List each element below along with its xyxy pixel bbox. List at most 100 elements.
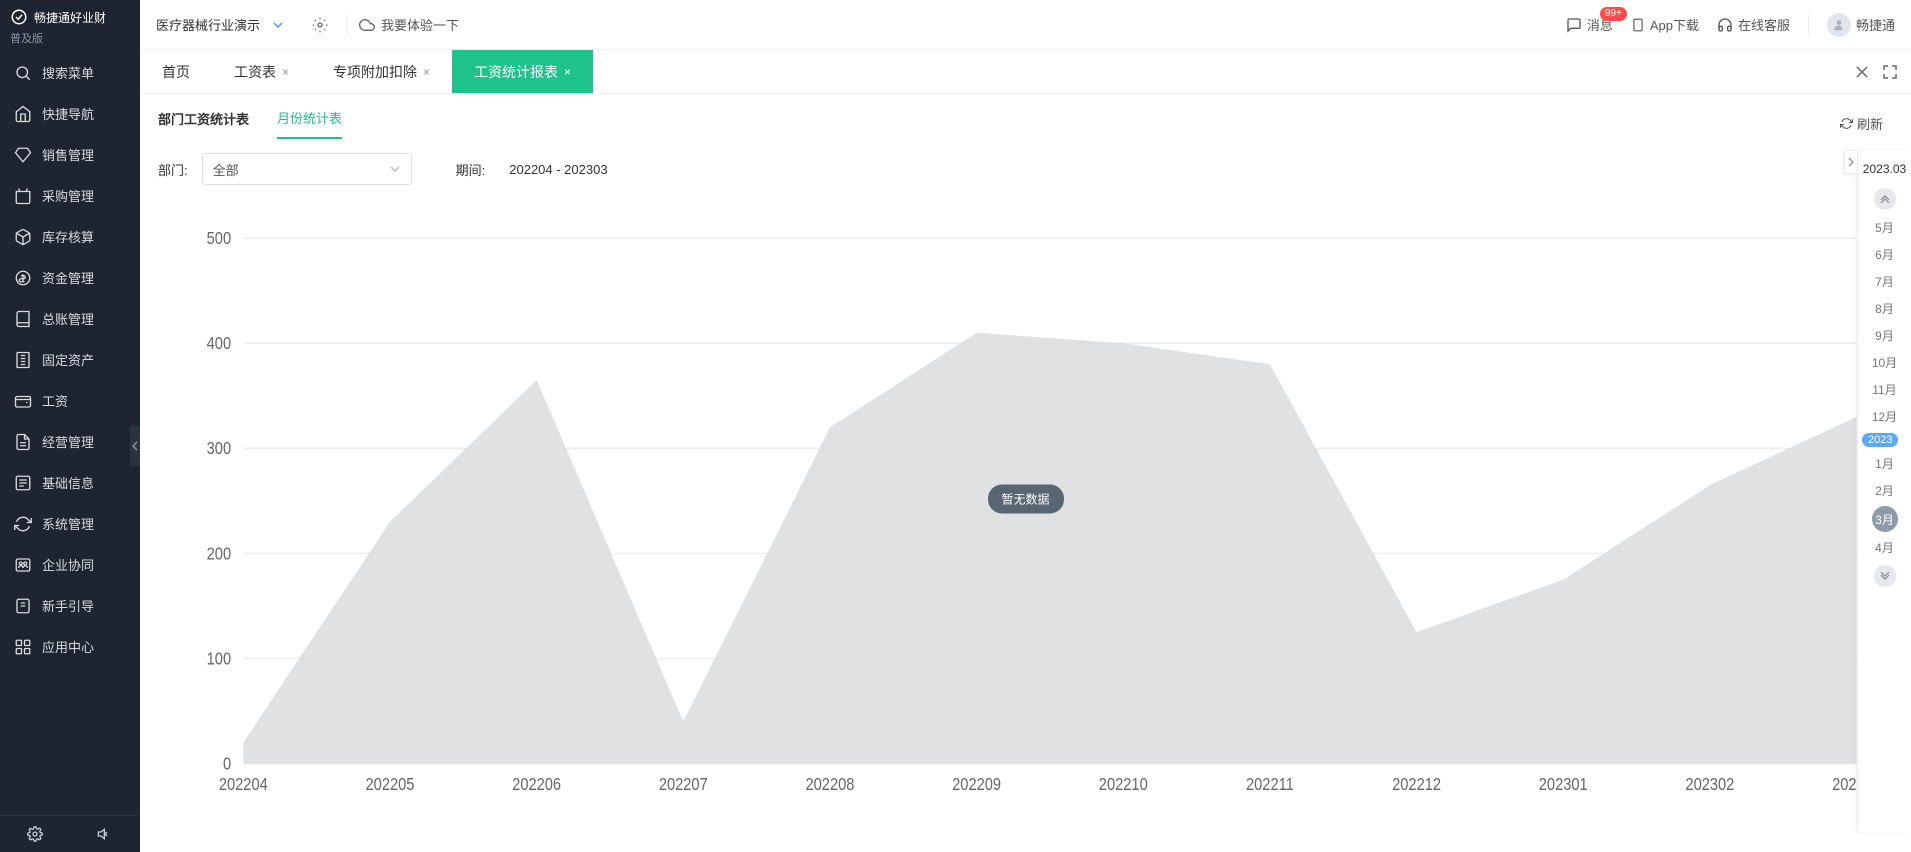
sidebar-item-diamond[interactable]: 销售管理 [0,134,140,175]
tab-close-icon[interactable]: × [282,65,289,79]
month-panel-item[interactable]: 4月 [1858,534,1911,561]
messages-badge: 99+ [1600,7,1627,21]
month-panel-item[interactable]: 10月 [1858,349,1911,376]
svg-text:300: 300 [207,439,231,459]
version-badge: 普及版 [0,30,140,52]
home-icon [14,105,32,123]
app-download-label: App下载 [1650,15,1699,34]
try-link[interactable]: 我要体验一下 [359,15,459,34]
month-panel-item[interactable]: 5月 [1858,214,1911,241]
sidebar-item-label: 基础信息 [42,473,94,492]
sidebar-item-home[interactable]: 快捷导航 [0,93,140,134]
sidebar-item-building[interactable]: 固定资产 [0,339,140,380]
month-panel: 2023.03 5月6月7月8月9月10月11月12月20231月2月3月4月 [1857,150,1911,832]
sidebar-item-wallet[interactable]: 工资 [0,380,140,421]
sidebar-item-bag[interactable]: 采购管理 [0,175,140,216]
try-label: 我要体验一下 [381,15,459,34]
settings-button[interactable] [0,816,70,852]
month-panel-item[interactable]: 11月 [1858,376,1911,403]
month-panel-item[interactable]: 2月 [1858,477,1911,504]
box-icon [14,228,32,246]
period-value: 202204 - 202303 [509,162,607,177]
gear-icon [27,826,43,842]
sidebar-item-label: 新手引导 [42,596,94,615]
month-panel-collapse[interactable] [1844,150,1858,174]
app-name: 畅捷通好业财 [34,9,106,26]
org-name: 医疗器械行业演示 [156,15,260,34]
svg-text:202207: 202207 [659,775,708,795]
close-icon [1855,65,1869,79]
main: 医疗器械行业演示 我要体验一下 消息 99+ App下载 [140,0,1911,852]
tab[interactable]: 工资统计报表× [452,50,593,93]
messages-button[interactable]: 消息 99+ [1566,15,1613,34]
refresh-button[interactable]: 刷新 [1840,114,1883,133]
subtab[interactable]: 月份统计表 [277,108,342,139]
month-panel-item[interactable]: 12月 [1858,403,1911,430]
dept-select[interactable]: 全部 [202,153,412,185]
month-panel-current: 2023.03 [1863,158,1906,184]
subtab[interactable]: 部门工资统计表 [158,109,249,138]
sound-button[interactable] [70,816,140,852]
tab-label: 首页 [162,62,190,82]
headset-icon [1717,17,1733,33]
sidebar-item-guide[interactable]: 新手引导 [0,585,140,626]
fullscreen-button[interactable] [1883,65,1897,79]
svg-text:202206: 202206 [512,775,561,795]
month-panel-item[interactable]: 9月 [1858,322,1911,349]
sidebar-item-label: 系统管理 [42,514,94,533]
sidebar-item-book[interactable]: 总账管理 [0,298,140,339]
avatar [1827,13,1851,37]
close-tab-button[interactable] [1855,65,1869,79]
month-panel-item[interactable]: 3月 [1872,506,1898,532]
month-panel-item[interactable]: 1月 [1858,450,1911,477]
month-panel-up[interactable] [1874,188,1896,210]
sync-icon [14,515,32,533]
tab[interactable]: 首页 [140,50,212,93]
tabs: 首页 工资表×专项附加扣除×工资统计报表× [140,50,1911,94]
sidebar-item-label: 销售管理 [42,145,94,164]
sidebar-menu: 搜索菜单快捷导航销售管理采购管理库存核算资金管理总账管理固定资产工资经营管理基础… [0,52,140,815]
org-selector[interactable]: 医疗器械行业演示 [156,15,294,34]
sidebar-item-label: 工资 [42,391,68,410]
divider [346,14,347,36]
sidebar-item-search[interactable]: 搜索菜单 [0,52,140,93]
logo-icon [10,8,28,26]
sidebar-item-coin[interactable]: 资金管理 [0,257,140,298]
month-panel-down[interactable] [1874,565,1896,587]
user-menu[interactable]: 畅捷通 [1827,13,1895,37]
sidebar-item-team[interactable]: 企业协同 [0,544,140,585]
svg-text:202205: 202205 [366,775,415,795]
user-icon [1832,18,1846,32]
sidebar-item-label: 采购管理 [42,186,94,205]
support-button[interactable]: 在线客服 [1717,15,1790,34]
sidebar-item-sync[interactable]: 系统管理 [0,503,140,544]
month-panel-item[interactable]: 6月 [1858,241,1911,268]
sidebar-item-info[interactable]: 基础信息 [0,462,140,503]
org-settings-button[interactable] [306,17,334,33]
sidebar-collapse-handle[interactable] [130,426,140,466]
tab-close-icon[interactable]: × [423,65,430,79]
svg-text:202212: 202212 [1392,775,1441,795]
sidebar-item-apps[interactable]: 应用中心 [0,626,140,667]
topbar-right: 消息 99+ App下载 在线客服 畅捷通 [1566,13,1895,37]
tab[interactable]: 工资表× [212,50,311,93]
svg-text:100: 100 [207,649,231,669]
gear-icon [312,17,328,33]
refresh-label: 刷新 [1857,114,1883,133]
sidebar-item-doc[interactable]: 经营管理 [0,421,140,462]
month-panel-item[interactable]: 8月 [1858,295,1911,322]
tab[interactable]: 专项附加扣除× [311,50,452,93]
tab-close-icon[interactable]: × [564,65,571,79]
chart-card: 部门工资统计表月份统计表 刷新 部门: 全部 期间: 202204 - 2023… [140,94,1911,852]
month-panel-item[interactable]: 7月 [1858,268,1911,295]
sidebar-item-box[interactable]: 库存核算 [0,216,140,257]
sidebar-item-label: 应用中心 [42,637,94,656]
team-icon [14,556,32,574]
no-data-badge: 暂无数据 [987,485,1063,514]
app-download-button[interactable]: App下载 [1631,15,1699,34]
sidebar-item-label: 资金管理 [42,268,94,287]
sidebar-item-label: 搜索菜单 [42,63,94,82]
svg-text:500: 500 [207,229,231,249]
filters: 部门: 全部 期间: 202204 - 202303 [140,139,1911,199]
svg-text:202301: 202301 [1539,775,1588,795]
